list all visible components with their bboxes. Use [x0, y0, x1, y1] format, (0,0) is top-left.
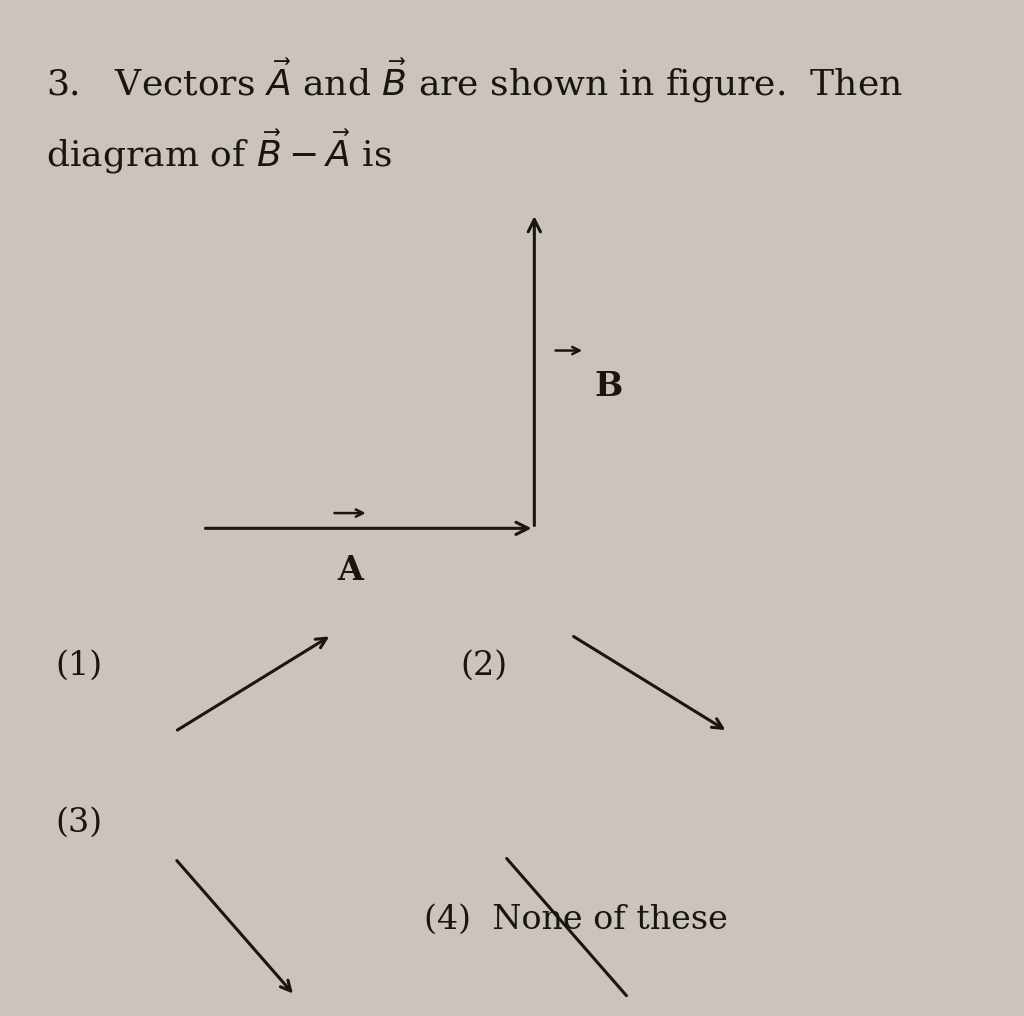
Text: B: B	[594, 370, 623, 402]
Text: diagram of $\vec{B} - \vec{A}$ is: diagram of $\vec{B} - \vec{A}$ is	[46, 127, 392, 176]
Text: (4)  None of these: (4) None of these	[424, 903, 728, 936]
Text: (3): (3)	[55, 807, 102, 839]
Text: (1): (1)	[55, 649, 102, 682]
Text: 3.   Vectors $\vec{A}$ and $\vec{B}$ are shown in figure.  Then: 3. Vectors $\vec{A}$ and $\vec{B}$ are s…	[46, 56, 903, 105]
Text: (2): (2)	[461, 649, 508, 682]
Text: A: A	[337, 554, 364, 586]
